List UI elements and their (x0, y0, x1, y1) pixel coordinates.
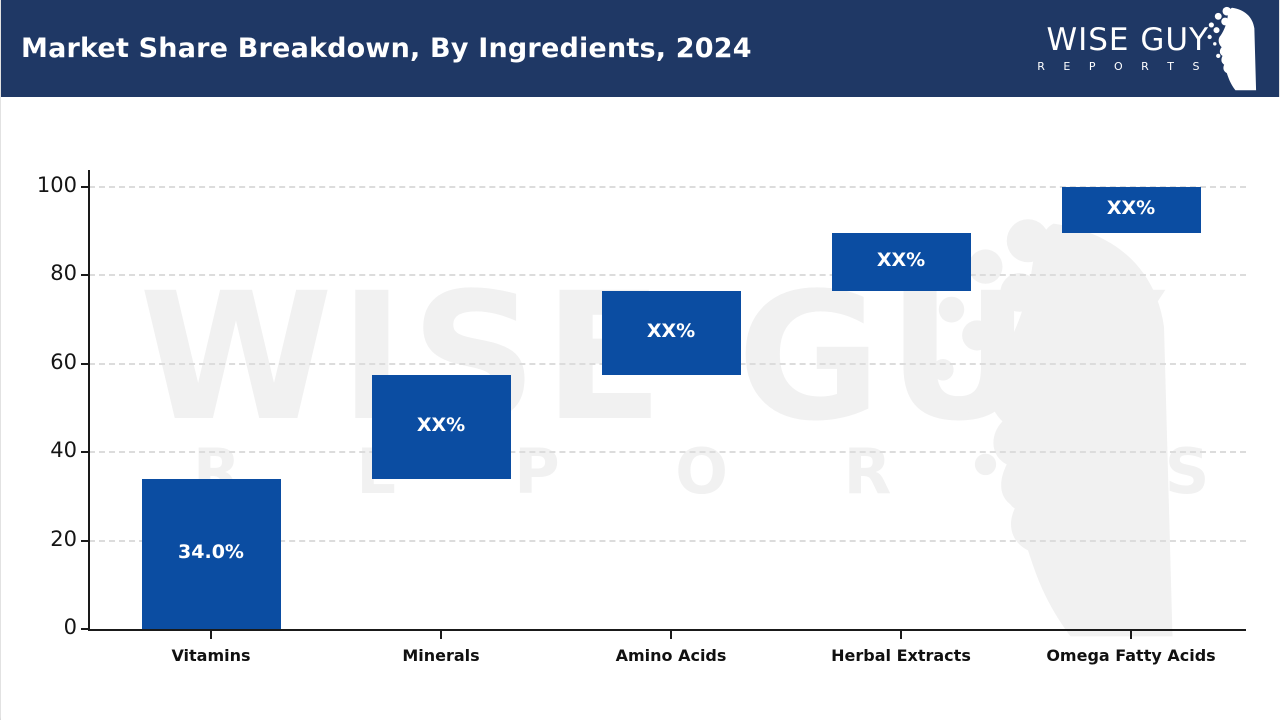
brand-subtitle: R E P O R T S (1037, 59, 1207, 73)
chart-area: WISE GUY R E P O R T S 0 20 40 60 80 100 34.0%… (1, 97, 1280, 720)
y-axis-line (88, 170, 90, 631)
x-axis-category-label: Vitamins (171, 646, 251, 665)
y-tick-mark (81, 274, 89, 277)
header-bar: Market Share Breakdown, By Ingredients, … (1, 0, 1279, 97)
bar-value-label: XX% (876, 249, 926, 272)
y-axis-tick-label: 100 (36, 173, 77, 197)
bar-value-label: XX% (416, 413, 466, 436)
bar-segment (601, 290, 741, 375)
logo-head-icon (1199, 6, 1265, 92)
brand-logo-text: WISE GUY R E P O R T S (1037, 24, 1209, 73)
y-axis-tick-label: 80 (50, 261, 77, 286)
brand-name: WISE GUY (1046, 22, 1209, 59)
x-axis-category-label: Omega Fatty Acids (1046, 646, 1216, 665)
x-axis-category-label: Amino Acids (615, 646, 727, 665)
x-tick-mark (210, 631, 212, 639)
y-tick-mark (81, 628, 89, 630)
x-axis-category-label: Herbal Extracts (831, 646, 971, 665)
gridline (89, 539, 1246, 542)
y-tick-mark (81, 186, 89, 188)
gridline (89, 186, 1246, 188)
y-axis-tick-label: 60 (50, 349, 77, 374)
x-tick-mark (670, 631, 672, 639)
x-tick-mark (440, 631, 442, 639)
y-tick-mark (81, 362, 89, 365)
brand-logo: WISE GUY R E P O R T S (1037, 6, 1265, 92)
y-axis-tick-label: 40 (50, 438, 77, 463)
bar-segment (371, 374, 511, 479)
x-axis-line (88, 629, 1246, 631)
gridline (89, 274, 1246, 277)
plot-region: 0 20 40 60 80 100 34.0% Vitamins XX% Minerals XX% A… (1, 97, 1280, 720)
page-title: Market Share Breakdown, By Ingredients, … (21, 33, 752, 64)
bar-value-label: 34.0% (178, 540, 244, 563)
y-axis-tick-label: 0 (63, 615, 77, 639)
bar-value-label: XX% (1106, 197, 1156, 220)
y-tick-mark (81, 539, 89, 542)
x-tick-mark (1130, 631, 1132, 639)
gridline (89, 451, 1246, 454)
y-axis-tick-label: 20 (50, 526, 77, 551)
y-tick-mark (81, 451, 89, 454)
bar-segment (1061, 187, 1201, 234)
x-tick-mark (900, 631, 902, 639)
x-axis-category-label: Minerals (402, 646, 480, 665)
bar-value-label: XX% (646, 319, 696, 342)
bar-segment (141, 478, 281, 629)
bar-segment (831, 233, 971, 291)
